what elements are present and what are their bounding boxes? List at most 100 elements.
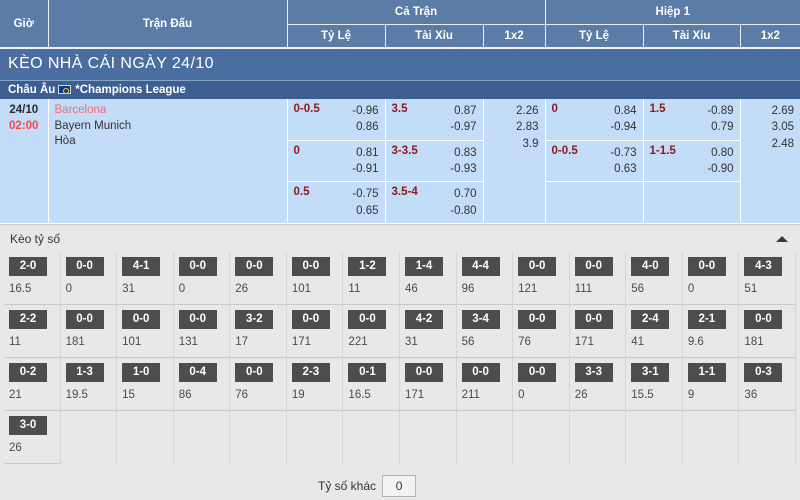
table-row[interactable]: 24/10 02:00 Barcelona Bayern Munich Hòa … — [0, 99, 800, 224]
ft-overunder-odd-over-1[interactable]: 0.87 — [454, 105, 477, 117]
correct-score-header[interactable]: Kèo tỷ số — [0, 223, 800, 252]
correct-score-cell[interactable]: 0-0 0 — [60, 251, 118, 305]
correct-score-cell[interactable]: 0-3 36 — [739, 357, 796, 411]
correct-score-cell[interactable]: 4-1 31 — [117, 251, 174, 305]
correct-score-cell[interactable]: 0-0 101 — [286, 251, 344, 305]
correct-score-cell[interactable]: 3-1 15.5 — [626, 357, 683, 411]
correct-score-cell[interactable]: 2-4 41 — [626, 304, 683, 358]
correct-score-cell[interactable]: 0-0 171 — [400, 357, 457, 411]
correct-score-badge[interactable]: 4-0 — [631, 256, 670, 276]
correct-score-cell[interactable]: 3-2 17 — [230, 304, 287, 358]
caret-up-icon[interactable] — [776, 235, 788, 242]
ft-overunder-odd-under-3[interactable]: -0.80 — [450, 204, 477, 217]
correct-score-badge[interactable]: 0-2 — [9, 362, 47, 382]
fh-overunder-cell-2[interactable]: 1-1.5 0.80 -0.90 — [643, 140, 741, 183]
ft-overunder-cell-1[interactable]: 3.5 0.87 -0.97 — [385, 99, 484, 141]
correct-score-badge[interactable]: 0-0 — [687, 256, 726, 276]
correct-score-badge[interactable]: 2-2 — [9, 309, 47, 329]
ft-overunder-odd-over-3[interactable]: 0.70 — [454, 188, 477, 201]
fh-1x2-cell[interactable]: 2.69 3.05 2.48 — [740, 99, 800, 224]
correct-score-cell[interactable]: 2-1 9.6 — [682, 304, 740, 358]
correct-score-cell[interactable]: 4-3 51 — [739, 251, 796, 305]
correct-score-badge[interactable]: 2-0 — [9, 256, 47, 276]
correct-score-cell[interactable]: 0-0 76 — [230, 357, 287, 411]
correct-score-cell[interactable]: 0-0 0 — [173, 251, 231, 305]
correct-score-cell[interactable]: 0-0 0 — [513, 357, 570, 411]
correct-score-cell[interactable]: 0-0 111 — [569, 251, 627, 305]
correct-score-badge[interactable]: 1-4 — [405, 256, 443, 276]
ft-handicap-odd-away-2[interactable]: -0.91 — [352, 162, 379, 175]
correct-score-badge[interactable]: 3-2 — [235, 309, 274, 329]
correct-score-badge[interactable]: 0-0 — [178, 256, 217, 276]
correct-score-cell[interactable]: 0-0 211 — [456, 357, 514, 411]
correct-score-cell[interactable]: 4-0 56 — [626, 251, 683, 305]
correct-score-badge[interactable]: 0-0 — [65, 256, 104, 276]
fh-1x2-home[interactable]: 2.69 — [771, 105, 795, 117]
fh-overunder-cell-1[interactable]: 1.5 -0.89 0.79 — [643, 99, 741, 141]
fh-handicap-odd-away-2[interactable]: 0.63 — [614, 162, 637, 175]
correct-score-badge[interactable]: 4-1 — [122, 256, 161, 276]
correct-score-badge[interactable]: 0-0 — [291, 309, 330, 329]
correct-score-cell[interactable]: 0-0 181 — [739, 304, 796, 358]
other-score-value[interactable]: 0 — [382, 474, 417, 497]
correct-score-badge[interactable]: 0-0 — [405, 362, 443, 382]
ft-handicap-cell-1[interactable]: 0-0.5 -0.96 0.86 — [287, 99, 386, 141]
correct-score-badge[interactable]: 1-0 — [122, 362, 161, 382]
correct-score-badge[interactable]: 0-0 — [744, 309, 783, 329]
correct-score-badge[interactable]: 1-2 — [348, 256, 387, 276]
correct-score-cell[interactable]: 3-3 26 — [569, 357, 627, 411]
correct-score-badge[interactable]: 2-1 — [687, 309, 726, 329]
correct-score-badge[interactable]: 4-2 — [405, 309, 443, 329]
fh-handicap-odd-away-1[interactable]: -0.94 — [610, 121, 637, 134]
correct-score-cell[interactable]: 1-1 9 — [682, 357, 740, 411]
correct-score-cell[interactable]: 2-0 16.5 — [4, 251, 61, 305]
correct-score-cell[interactable]: 0-0 171 — [286, 304, 344, 358]
ft-1x2-home[interactable]: 2.26 — [516, 105, 539, 117]
fh-overunder-odd-over-2[interactable]: 0.80 — [711, 146, 734, 159]
correct-score-badge[interactable]: 1-3 — [65, 362, 104, 382]
correct-score-cell[interactable]: 0-0 26 — [230, 251, 287, 305]
correct-score-cell[interactable]: 0-0 76 — [513, 304, 570, 358]
correct-score-badge[interactable]: 0-0 — [574, 309, 613, 329]
fh-1x2-draw[interactable]: 3.05 — [771, 121, 795, 134]
ft-handicap-cell-3[interactable]: 0.5 -0.75 0.65 — [287, 181, 386, 224]
fh-overunder-odd-under-1[interactable]: 0.79 — [711, 121, 734, 134]
correct-score-cell[interactable]: 0-4 86 — [173, 357, 231, 411]
correct-score-badge[interactable]: 3-4 — [461, 309, 500, 329]
ft-overunder-odd-over-2[interactable]: 0.83 — [454, 146, 477, 159]
correct-score-badge[interactable]: 0-0 — [461, 362, 500, 382]
correct-score-cell[interactable]: 0-2 21 — [4, 357, 61, 411]
ft-overunder-cell-3[interactable]: 3.5-4 0.70 -0.80 — [385, 181, 484, 224]
fh-handicap-cell-3[interactable] — [545, 181, 644, 224]
correct-score-badge[interactable]: 0-0 — [291, 256, 330, 276]
correct-score-badge[interactable]: 0-0 — [574, 256, 613, 276]
ft-handicap-odd-away-3[interactable]: 0.65 — [356, 204, 379, 217]
correct-score-badge[interactable]: 0-0 — [65, 309, 104, 329]
correct-score-cell[interactable]: 3-0 26 — [4, 410, 61, 464]
correct-score-cell[interactable]: 1-4 46 — [400, 251, 457, 305]
correct-score-badge[interactable]: 4-3 — [744, 256, 783, 276]
table-row[interactable]: 0.5 -0.75 0.65 3.5-4 0.70 -0.80 — [0, 181, 800, 224]
league-row[interactable]: Châu Âu *Champions League — [0, 80, 800, 99]
fh-1x2-away[interactable]: 2.48 — [771, 137, 795, 150]
correct-score-badge[interactable]: 3-0 — [9, 415, 47, 435]
ft-1x2-cell[interactable]: 2.26 2.83 3.9 — [483, 99, 546, 224]
correct-score-cell[interactable]: 0-0 121 — [513, 251, 570, 305]
ft-handicap-odd-away-1[interactable]: 0.86 — [356, 121, 379, 134]
ft-handicap-odd-home-1[interactable]: -0.96 — [352, 105, 379, 117]
correct-score-badge[interactable]: 0-0 — [122, 309, 161, 329]
correct-score-badge[interactable]: 4-4 — [461, 256, 500, 276]
correct-score-badge[interactable]: 0-0 — [518, 309, 557, 329]
ft-overunder-odd-under-1[interactable]: -0.97 — [450, 121, 477, 134]
correct-score-cell[interactable]: 1-0 15 — [117, 357, 174, 411]
ft-1x2-away[interactable]: 3.9 — [522, 137, 539, 150]
correct-score-cell[interactable]: 4-4 96 — [456, 251, 514, 305]
correct-score-badge[interactable]: 2-4 — [631, 309, 670, 329]
correct-score-cell[interactable]: 2-2 11 — [4, 304, 61, 358]
ft-handicap-odd-home-2[interactable]: 0.81 — [356, 146, 379, 159]
correct-score-badge[interactable]: 0-0 — [348, 309, 387, 329]
fh-overunder-cell-3[interactable] — [643, 181, 741, 224]
correct-score-cell[interactable]: 0-1 16.5 — [343, 357, 400, 411]
correct-score-cell[interactable]: 0-0 181 — [60, 304, 118, 358]
correct-score-badge[interactable]: 0-0 — [235, 256, 274, 276]
